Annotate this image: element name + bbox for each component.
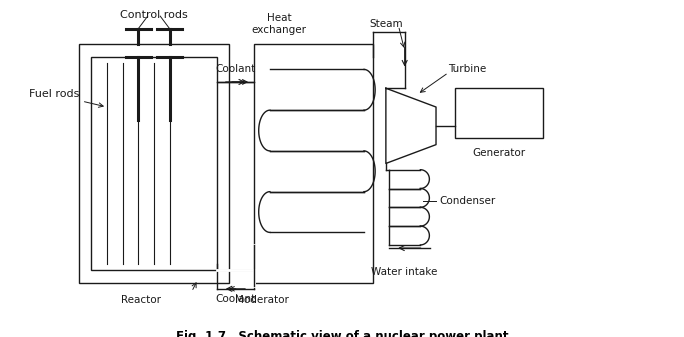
Text: Coolant: Coolant <box>215 294 256 304</box>
Text: Control rods: Control rods <box>120 10 188 20</box>
Bar <box>79 44 229 282</box>
Text: Reactor: Reactor <box>122 295 161 305</box>
Text: Steam: Steam <box>369 19 403 29</box>
Text: Fig. 1.7   Schematic view of a nuclear power plant: Fig. 1.7 Schematic view of a nuclear pow… <box>176 330 508 337</box>
Bar <box>455 88 542 139</box>
Text: Coolant: Coolant <box>215 64 256 74</box>
Text: Condenser: Condenser <box>439 196 495 206</box>
Text: Heat
exchanger: Heat exchanger <box>252 13 307 35</box>
Text: Generator: Generator <box>472 148 525 158</box>
Text: Moderator: Moderator <box>235 295 289 305</box>
Text: Fuel rods: Fuel rods <box>29 90 103 107</box>
Text: Turbine: Turbine <box>449 64 487 74</box>
Text: Water intake: Water intake <box>371 267 438 277</box>
Bar <box>91 57 217 270</box>
Bar <box>254 44 373 282</box>
